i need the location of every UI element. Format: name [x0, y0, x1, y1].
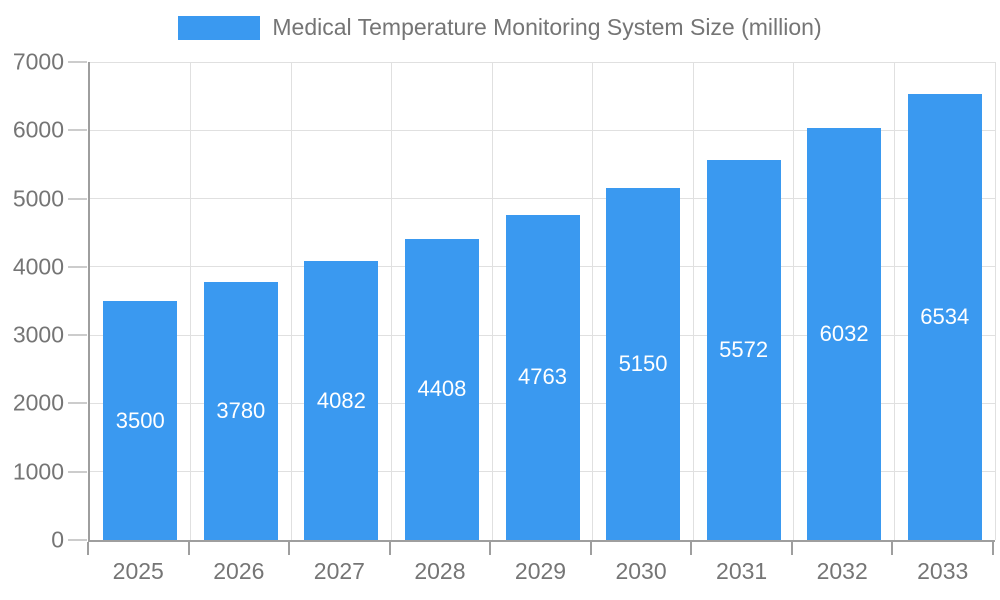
- x-axis-label: 2032: [816, 558, 868, 584]
- x-axis-tick: [187, 542, 190, 555]
- x-axis-label: 2028: [414, 558, 466, 584]
- v-gridline: [793, 62, 795, 540]
- x-axis-tick: [489, 542, 492, 555]
- h-gridline: [90, 129, 995, 131]
- x-axis-tick: [790, 542, 793, 555]
- x-axis-label: 2031: [716, 558, 768, 584]
- bar: [103, 301, 178, 540]
- x-axis-tick: [589, 542, 592, 555]
- v-gridline: [391, 62, 393, 540]
- x-axis-label: 2030: [615, 558, 667, 584]
- bar: [304, 261, 379, 540]
- y-axis-label: 7000: [12, 48, 64, 75]
- y-axis-tick: [68, 265, 87, 268]
- x-axis-label: 2027: [313, 558, 365, 584]
- legend-swatch: [178, 15, 261, 40]
- legend-label: Medical Temperature Monitoring System Si…: [272, 14, 822, 40]
- v-gridline: [290, 62, 292, 540]
- bar-value-label: 4082: [316, 387, 366, 413]
- y-axis-label: 3000: [12, 321, 64, 348]
- bar: [706, 159, 781, 540]
- bar-value-label: 4763: [518, 364, 567, 390]
- v-gridline: [491, 62, 493, 540]
- v-gridline: [592, 62, 594, 540]
- bar-value-label: 3500: [115, 407, 165, 433]
- legend-item[interactable]: Medical Temperature Monitoring System Si…: [0, 14, 1000, 41]
- v-gridline: [692, 62, 694, 540]
- x-axis-tick: [388, 542, 391, 555]
- bar: [606, 188, 681, 540]
- y-axis-tick: [68, 129, 87, 132]
- x-axis-tick: [288, 542, 291, 555]
- h-gridline: [90, 61, 995, 63]
- x-axis-label: 2029: [514, 558, 567, 584]
- plot-area: 3500 3780 4082 4408 4763 5150 5572 6032 6534: [88, 61, 996, 542]
- v-gridline: [893, 62, 895, 540]
- y-axis-tick: [68, 402, 87, 405]
- bar: [404, 239, 479, 540]
- bar-value-label: 6534: [920, 303, 970, 329]
- y-axis-tick: [68, 197, 87, 200]
- y-axis-label: 1000: [12, 458, 64, 485]
- y-axis-tick: [68, 334, 87, 337]
- x-axis-label: 2033: [917, 558, 969, 584]
- bar-value-label: 5150: [618, 351, 668, 377]
- x-axis-tick: [87, 542, 89, 555]
- bar: [907, 93, 982, 540]
- x-axis-tick: [891, 542, 894, 555]
- x-axis-tick: [690, 542, 693, 555]
- x-axis-tick: [992, 542, 994, 555]
- bar-value-label: 4408: [417, 376, 467, 402]
- y-axis-label: 6000: [12, 116, 64, 143]
- y-axis-label: 4000: [12, 253, 64, 280]
- bar: [203, 281, 278, 540]
- x-axis-label: 2025: [112, 558, 164, 584]
- y-axis-tick: [68, 61, 87, 63]
- bar-value-label: 3780: [216, 397, 266, 423]
- y-axis-label: 0: [51, 526, 64, 553]
- y-axis-tick: [68, 470, 87, 473]
- y-axis-label: 2000: [12, 389, 64, 416]
- bar-value-label: 5572: [719, 336, 769, 362]
- v-gridline: [190, 62, 192, 540]
- v-gridline: [994, 62, 996, 540]
- bar-value-label: 6032: [819, 321, 869, 347]
- y-axis-tick: [68, 539, 87, 541]
- x-axis-label: 2026: [213, 558, 265, 584]
- bar: [505, 214, 580, 540]
- bar: [807, 128, 882, 540]
- h-gridline: [90, 198, 995, 200]
- y-axis-label: 5000: [12, 185, 64, 212]
